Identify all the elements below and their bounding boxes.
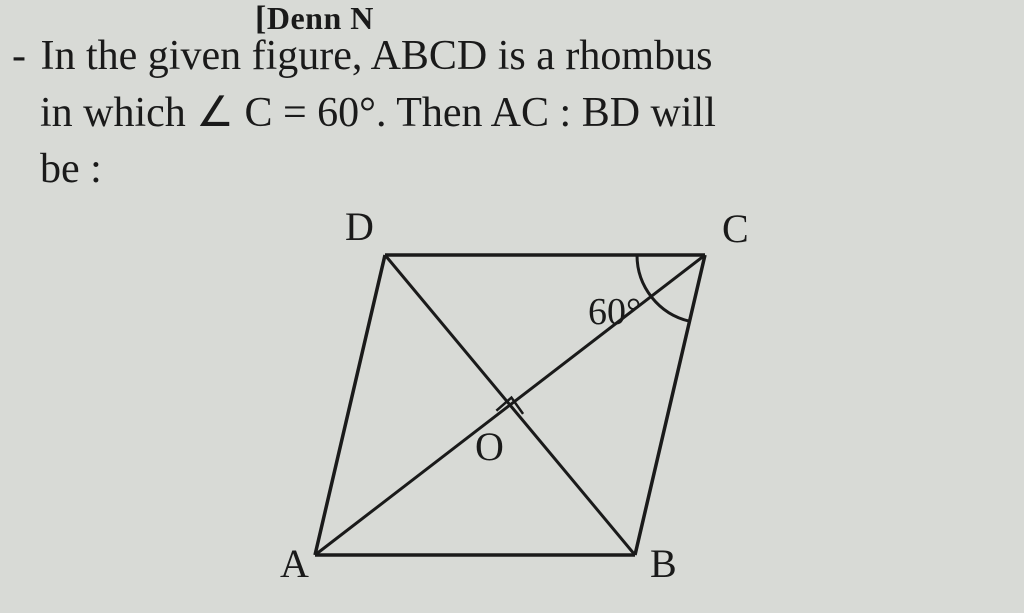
bullet-hyphen: -	[12, 28, 30, 85]
question-line-2: in which ∠ C = 60°. Then AC : BD will	[12, 85, 1024, 142]
rhombus-svg	[230, 205, 790, 605]
vertex-label-d: D	[345, 203, 374, 250]
question-line-2-text: in which ∠ C = 60°. Then AC : BD will	[40, 90, 716, 136]
question-line-3-text: be :	[40, 146, 102, 192]
question-text: - In the given figure, ABCD is a rhombus…	[0, 28, 1024, 198]
question-line-1: - In the given figure, ABCD is a rhombus	[12, 28, 1024, 85]
vertex-label-c: C	[722, 205, 749, 252]
angle-label-60: 60°	[588, 290, 641, 334]
vertex-label-a: A	[280, 540, 309, 587]
question-line-1-text: In the given figure, ABCD is a rhombus	[41, 33, 713, 79]
question-line-3: be :	[12, 141, 1024, 198]
center-label-o: O	[475, 423, 504, 470]
vertex-label-b: B	[650, 540, 677, 587]
rhombus-figure: D C A B O 60°	[230, 205, 790, 605]
